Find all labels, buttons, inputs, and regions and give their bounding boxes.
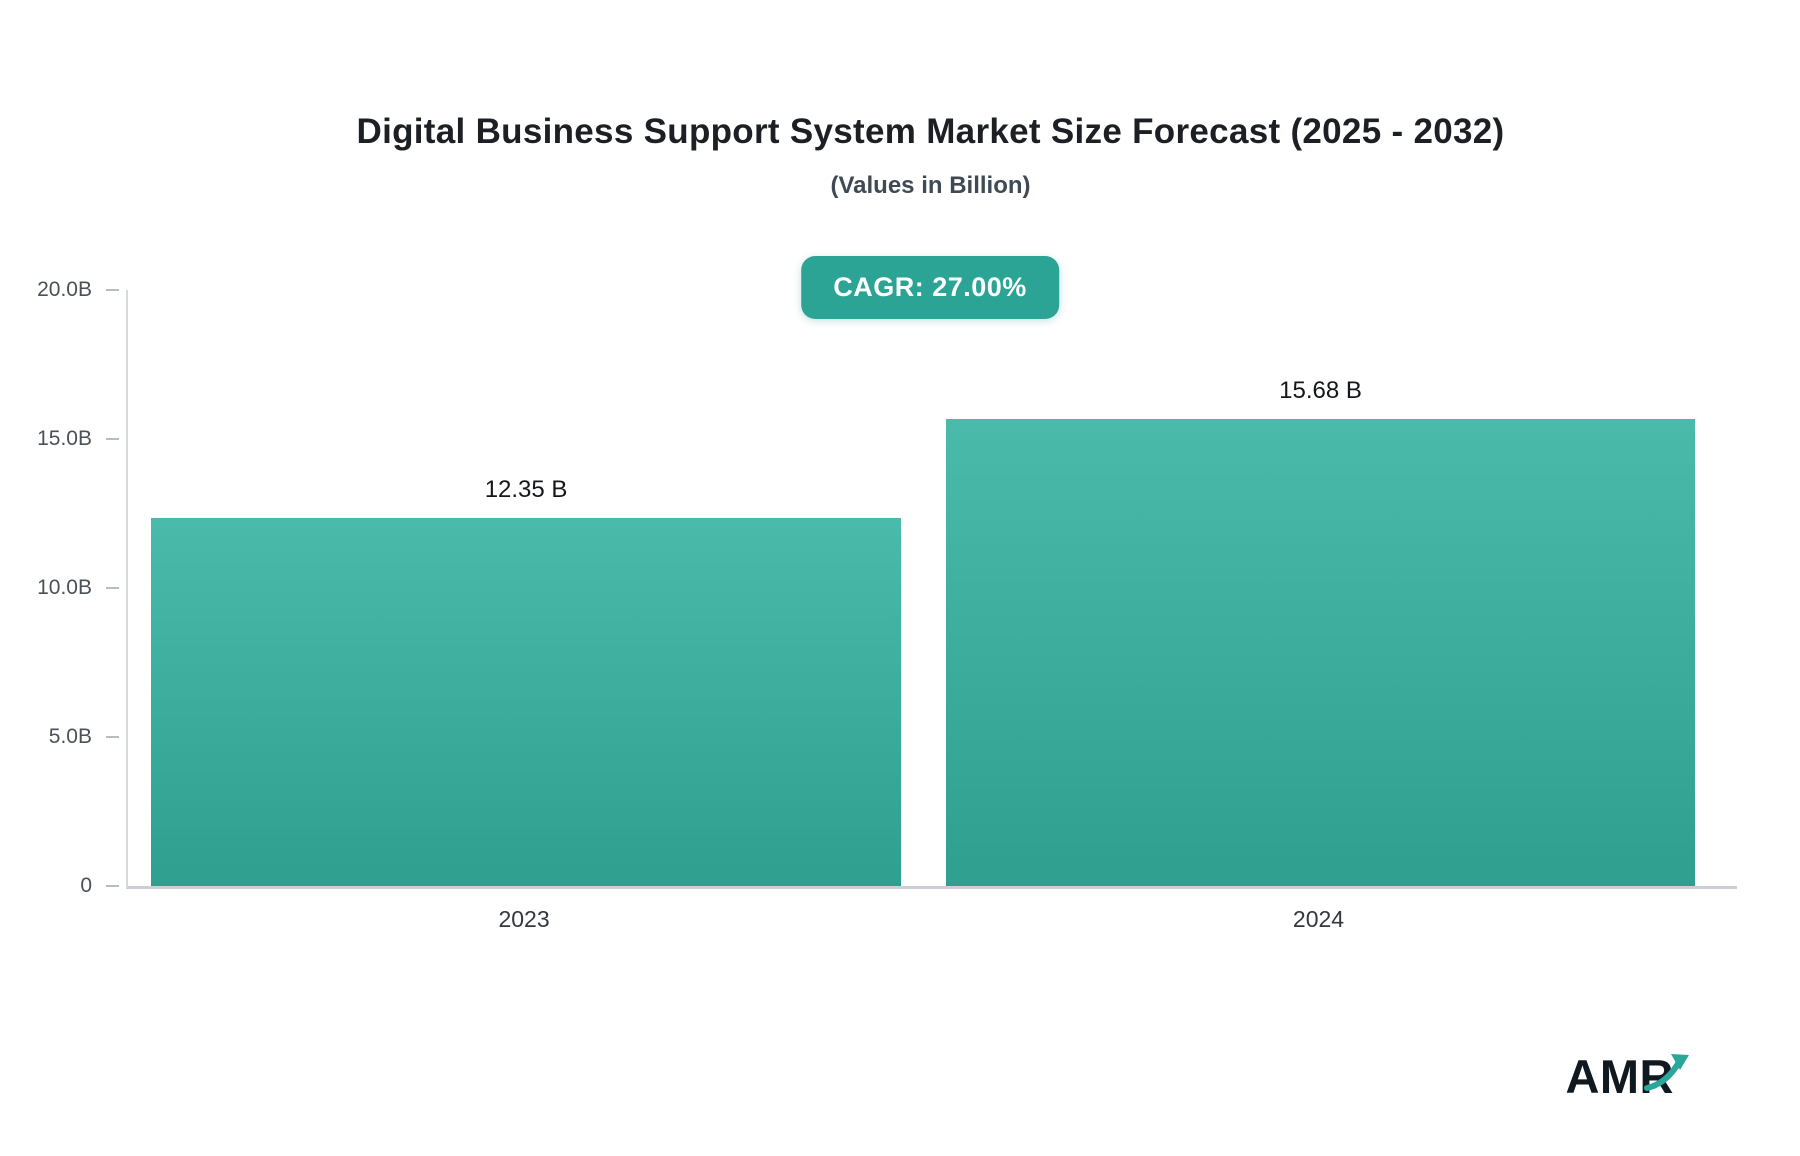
bar-group-2024: 15.68 B (946, 290, 1695, 886)
growth-arrow-icon (1644, 1051, 1690, 1098)
bar-group-2023: 12.35 B (151, 290, 902, 886)
y-tick-label: 5.0B (48, 725, 92, 748)
chart-title: Digital Business Support System Market S… (356, 112, 1505, 151)
x-axis-labels: 2023 2024 (126, 896, 1735, 940)
y-tick-mark (106, 289, 119, 291)
y-tick-label: 20.0B (37, 278, 92, 301)
bar-2024 (946, 418, 1695, 886)
y-tick-label: 0 (80, 874, 92, 897)
amr-logo-text: AMR (1565, 1050, 1674, 1103)
y-tick-mark (106, 438, 119, 440)
chart-subtitle: (Values in Billion) (830, 172, 1031, 199)
y-tick-mark (106, 736, 119, 738)
bar-value-label-2024: 15.68 B (1279, 376, 1362, 404)
plot-area: 12.35 B 15.68 B (126, 290, 1737, 889)
x-axis-label-2023: 2023 (498, 906, 550, 932)
cagr-badge: CAGR: 27.00% (801, 256, 1059, 319)
x-axis-label-2024: 2024 (1292, 906, 1345, 932)
y-tick-label: 15.0B (37, 427, 92, 450)
bar-value-label-2023: 12.35 B (484, 475, 568, 503)
y-axis: 0 5.0B 10.0B 15.0B 20.0B (0, 278, 126, 897)
y-tick-label: 10.0B (37, 576, 92, 599)
growth-arrow-svg (1644, 1054, 1689, 1091)
bar-2023 (151, 517, 902, 886)
y-tick-mark (106, 587, 119, 589)
amr-logo: AMR (1565, 1051, 1690, 1100)
y-tick-mark (106, 885, 119, 887)
